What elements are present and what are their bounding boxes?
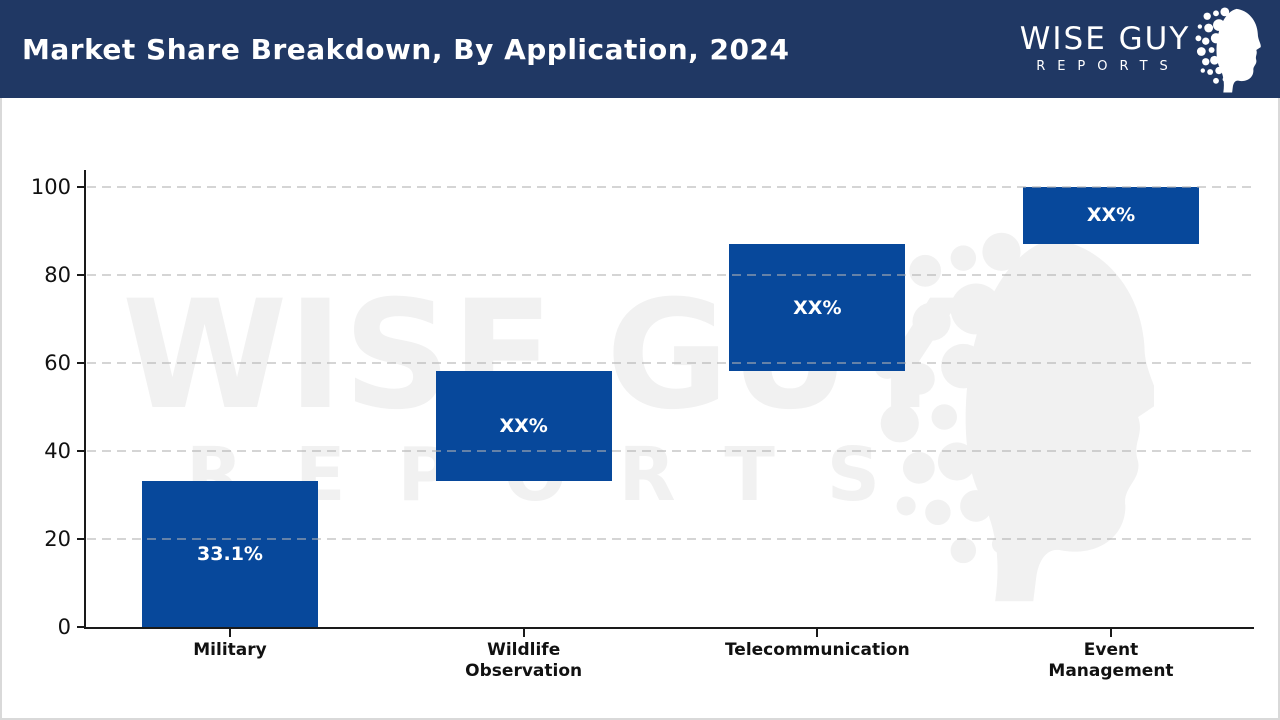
page-border-right [1278,98,1280,720]
brand-logo: WISE GUY REPORTS [1016,6,1266,94]
bar-value-label-wildlife-observation: XX% [499,415,548,438]
page-title: Market Share Breakdown, By Application, … [22,32,790,66]
y-tick-80 [77,274,85,276]
bar-wildlife-observation [435,371,612,482]
y-tick-label-40: 40 [44,439,71,463]
gridline-60 [87,362,1254,364]
page-border-left [0,98,2,720]
bar-value-label-event-management: XX% [1086,204,1136,227]
brand-name: WISE GUY [1019,21,1191,57]
bar-value-label-telecommunication: XX% [793,296,842,319]
bar-value-label-military: 33.1% [197,543,263,566]
y-tick-40 [77,450,85,452]
y-axis-spine [84,170,86,629]
page-border-bottom [0,718,1280,720]
brand-subname: REPORTS [1036,59,1180,74]
gridline-20 [87,538,1254,540]
y-tick-label-80: 80 [44,263,71,287]
y-tick-label-0: 0 [57,615,71,639]
y-tick-0 [77,626,85,628]
chart-area: WISE GUY REPORTS 02040608010033.1%Milita… [0,98,1280,720]
gridline-80 [87,274,1254,276]
x-tick-telecommunication [816,628,819,637]
y-tick-60 [77,362,85,364]
x-tick-military [229,628,231,637]
y-tick-20 [77,538,85,540]
y-tick-label-20: 20 [44,527,71,551]
x-axis-spine [84,627,1254,629]
y-tick-label-100: 100 [30,175,71,199]
bar-event-management [1023,187,1199,244]
x-axis-label-telecommunication: Telecommunication [724,640,910,660]
x-axis-label-wildlife-observation: Wildlife Observation [465,640,583,681]
y-tick-100 [77,186,85,188]
bar-military [142,481,318,627]
header-bar: Market Share Breakdown, By Application, … [0,0,1280,98]
y-tick-label-60: 60 [44,351,71,375]
gridline-100 [87,186,1254,188]
bar-telecommunication [729,243,906,372]
dotted-head-icon [1195,7,1261,93]
brand-logo-text: WISE GUY REPORTS [1016,22,1194,74]
x-tick-wildlife-observation [522,628,525,637]
x-axis-label-event-management: Event Management [1048,640,1174,681]
x-axis-label-military: Military [193,640,267,660]
gridline-40 [87,450,1254,452]
x-tick-event-management [1110,628,1112,637]
watermark-dotted-head [874,232,1154,602]
